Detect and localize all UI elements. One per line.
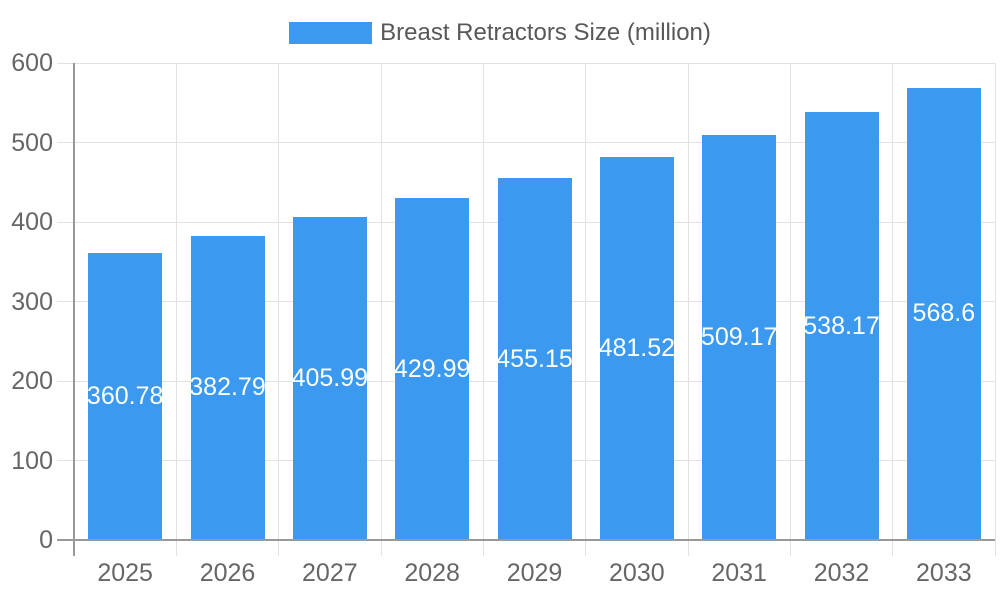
x-axis-tick-label-2025: 2025 xyxy=(97,559,153,587)
bar-2032[interactable]: 538.17 xyxy=(803,112,880,540)
gridline-y-500 xyxy=(57,142,995,143)
gridline-x-2 xyxy=(278,63,280,556)
y-axis-tick-label-300: 300 xyxy=(11,287,53,316)
x-axis-tick-label-2030: 2030 xyxy=(609,559,665,587)
bar-2029[interactable]: 455.15 xyxy=(496,178,573,540)
y-axis-tick-label-500: 500 xyxy=(11,128,53,157)
y-axis-tick-label-0: 0 xyxy=(39,526,53,554)
bar-value-label-2030: 481.52 xyxy=(598,334,676,363)
gridline-x-9 xyxy=(994,63,996,556)
y-axis-tick-label-600: 600 xyxy=(11,49,53,77)
bar-value-label-2028: 429.99 xyxy=(393,354,471,383)
y-axis-tick-label-100: 100 xyxy=(11,446,53,475)
y-axis-line xyxy=(73,63,75,556)
gridline-x-7 xyxy=(789,63,791,556)
bar-2033[interactable]: 568.6 xyxy=(906,87,981,540)
gridline-y-600 xyxy=(57,62,995,64)
bar-value-label-2031: 509.17 xyxy=(700,323,778,352)
x-axis-tick-label-2033: 2033 xyxy=(916,559,972,587)
bar-value-label-2033: 568.6 xyxy=(912,299,976,328)
gridline-x-1 xyxy=(175,63,177,556)
x-axis-tick-label-2032: 2032 xyxy=(813,559,870,587)
bar-value-label-2025: 360.78 xyxy=(86,382,164,411)
y-axis-tick-label-400: 400 xyxy=(11,208,53,236)
x-axis-tick-label-2026: 2026 xyxy=(199,559,256,587)
x-axis-line xyxy=(57,539,995,541)
x-axis-tick-label-2029: 2029 xyxy=(506,559,563,587)
gridline-x-5 xyxy=(585,63,587,556)
bar-value-label-2029: 455.15 xyxy=(496,344,573,373)
x-axis-tick-label-2031: 2031 xyxy=(711,559,767,587)
x-axis-tick-label-2027: 2027 xyxy=(302,559,358,587)
chart-legend[interactable]: Breast Retractors Size (million) xyxy=(0,20,1000,46)
gridline-x-6 xyxy=(687,63,689,556)
gridline-x-3 xyxy=(380,63,382,556)
legend-label: Breast Retractors Size (million) xyxy=(380,19,711,46)
bar-2028[interactable]: 429.99 xyxy=(393,198,471,540)
bar-2027[interactable]: 405.99 xyxy=(291,217,369,540)
bar-2026[interactable]: 382.79 xyxy=(189,235,266,540)
legend-color-swatch xyxy=(289,22,373,44)
y-axis-tick-label-200: 200 xyxy=(11,367,53,395)
gridline-x-8 xyxy=(892,63,894,556)
bar-value-label-2026: 382.79 xyxy=(189,373,266,402)
x-axis-tick-label-2028: 2028 xyxy=(404,559,460,587)
bar-value-label-2032: 538.17 xyxy=(803,311,880,340)
bar-2030[interactable]: 481.52 xyxy=(598,157,676,540)
gridline-x-4 xyxy=(482,63,484,556)
bar-value-label-2027: 405.99 xyxy=(291,364,369,393)
bar-2031[interactable]: 509.17 xyxy=(700,135,778,540)
bar-2025[interactable]: 360.78 xyxy=(86,253,164,540)
